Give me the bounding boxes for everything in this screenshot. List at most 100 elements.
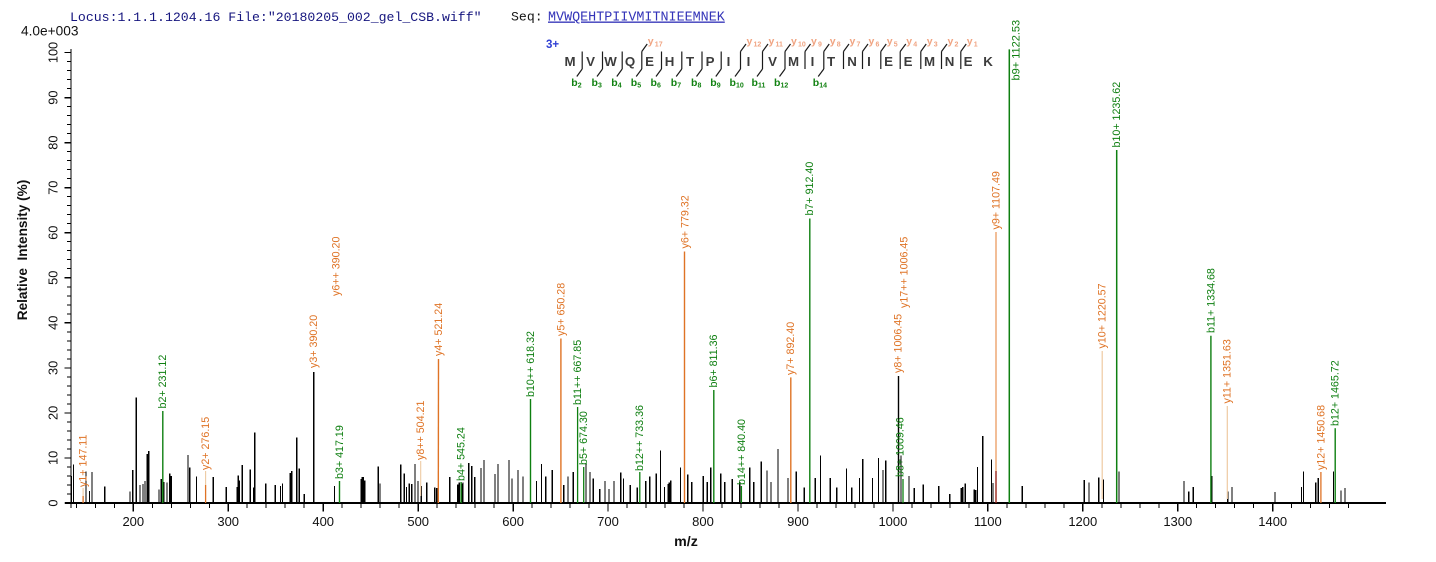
- svg-text:y: y: [648, 36, 654, 48]
- svg-text:I: I: [727, 54, 731, 69]
- svg-text:y9+ 1107.49: y9+ 1107.49: [990, 171, 1002, 229]
- svg-text:y8+ 1006.45: y8+ 1006.45: [893, 314, 905, 373]
- svg-text:8: 8: [698, 83, 702, 90]
- svg-text:y5+ 650.28: y5+ 650.28: [555, 283, 567, 336]
- svg-text:y: y: [948, 36, 954, 48]
- svg-text:60: 60: [46, 226, 61, 240]
- svg-text:P: P: [706, 54, 715, 69]
- svg-text:y: y: [967, 36, 973, 48]
- svg-text:E: E: [884, 54, 893, 69]
- svg-text:10: 10: [46, 451, 61, 465]
- svg-text:200: 200: [122, 514, 144, 529]
- svg-text:10: 10: [798, 42, 806, 49]
- svg-text:H: H: [665, 54, 675, 69]
- svg-text:b: b: [651, 77, 657, 89]
- svg-text:y: y: [906, 36, 912, 48]
- svg-text:7: 7: [857, 42, 861, 49]
- svg-text:9: 9: [717, 83, 721, 90]
- svg-text:1400: 1400: [1258, 514, 1287, 529]
- svg-text:y: y: [887, 36, 893, 48]
- svg-text:17: 17: [655, 42, 663, 49]
- svg-text:y2+ 276.15: y2+ 276.15: [200, 417, 212, 470]
- svg-text:1200: 1200: [1068, 514, 1097, 529]
- svg-text:1000: 1000: [878, 514, 907, 529]
- svg-text:b: b: [813, 77, 819, 89]
- svg-text:70: 70: [46, 181, 61, 195]
- svg-text:6: 6: [876, 42, 880, 49]
- svg-text:40: 40: [46, 316, 61, 330]
- svg-text:b5+ 674.30: b5+ 674.30: [578, 411, 590, 465]
- svg-text:y7+ 892.40: y7+ 892.40: [785, 322, 797, 375]
- svg-text:V: V: [768, 54, 777, 69]
- svg-text:b9+ 1122.53: b9+ 1122.53: [1011, 20, 1023, 81]
- svg-text:300: 300: [217, 514, 239, 529]
- svg-text:400: 400: [312, 514, 334, 529]
- svg-text:E: E: [964, 54, 973, 69]
- svg-text:y11+ 1351.63: y11+ 1351.63: [1222, 339, 1234, 403]
- svg-text:y17++ 1006.45: y17++ 1006.45: [899, 237, 911, 308]
- svg-text:b3+ 417.19: b3+ 417.19: [334, 425, 346, 479]
- svg-text:500: 500: [407, 514, 429, 529]
- svg-text:1100: 1100: [974, 514, 1002, 529]
- svg-text:M: M: [564, 54, 575, 69]
- svg-text:b: b: [710, 77, 716, 89]
- svg-text:50: 50: [46, 271, 61, 285]
- svg-text:12: 12: [754, 42, 762, 49]
- svg-text:2: 2: [578, 83, 582, 90]
- svg-text:I: I: [867, 54, 871, 69]
- svg-text:MVWQEHTPIIVMITNIEEMNEK: MVWQEHTPIIVMITNIEEMNEK: [548, 11, 726, 26]
- svg-text:V: V: [586, 54, 595, 69]
- svg-text:b: b: [592, 77, 598, 89]
- svg-text:y8++ 504.21: y8++ 504.21: [415, 401, 427, 460]
- svg-text:5: 5: [894, 42, 898, 49]
- svg-text:y: y: [769, 36, 775, 48]
- svg-text:b12+ 1465.72: b12+ 1465.72: [1330, 360, 1342, 426]
- svg-text:b10+ 1235.62: b10+ 1235.62: [1111, 82, 1123, 148]
- svg-text:b: b: [611, 77, 617, 89]
- svg-text:M: M: [788, 54, 799, 69]
- svg-text:b11++ 667.85: b11++ 667.85: [572, 340, 584, 405]
- svg-text:I: I: [811, 54, 815, 69]
- svg-text:20: 20: [46, 406, 61, 420]
- svg-text:b: b: [752, 77, 758, 89]
- svg-text:y12+ 1450.68: y12+ 1450.68: [1315, 405, 1327, 470]
- svg-text:800: 800: [692, 514, 714, 529]
- svg-text:y: y: [830, 36, 836, 48]
- svg-text:E: E: [645, 54, 654, 69]
- svg-text:y: y: [869, 36, 875, 48]
- svg-text:M: M: [924, 54, 935, 69]
- svg-text:90: 90: [46, 90, 61, 104]
- svg-text:b: b: [671, 77, 677, 89]
- svg-text:0: 0: [46, 499, 61, 506]
- svg-text:4.0e+003: 4.0e+003: [21, 24, 79, 39]
- svg-text:12: 12: [781, 83, 789, 90]
- svg-text:y: y: [811, 36, 817, 48]
- svg-text:600: 600: [502, 514, 524, 529]
- svg-text:W: W: [604, 54, 617, 69]
- svg-text:y: y: [747, 36, 753, 48]
- svg-text:T: T: [686, 54, 694, 69]
- svg-text:b: b: [691, 77, 697, 89]
- svg-text:4: 4: [913, 42, 917, 49]
- svg-text:N: N: [945, 54, 955, 69]
- svg-text:10: 10: [736, 83, 744, 90]
- svg-text:K: K: [983, 54, 993, 69]
- svg-text:6: 6: [657, 83, 661, 90]
- svg-text:b8+ 1009.46: b8+ 1009.46: [895, 417, 907, 477]
- svg-text:N: N: [847, 54, 857, 69]
- svg-text:b: b: [730, 77, 736, 89]
- svg-text:b12++ 733.36: b12++ 733.36: [634, 405, 646, 471]
- svg-text:y6++ 390.20: y6++ 390.20: [331, 237, 343, 296]
- svg-text:2: 2: [955, 42, 959, 49]
- svg-text:b11+ 1334.68: b11+ 1334.68: [1205, 268, 1217, 333]
- svg-text:5: 5: [637, 83, 641, 90]
- svg-text:y: y: [850, 36, 856, 48]
- svg-text:b14++ 840.40: b14++ 840.40: [736, 419, 748, 485]
- svg-text:y4+ 521.24: y4+ 521.24: [433, 303, 445, 356]
- svg-text:3+: 3+: [546, 39, 559, 51]
- svg-text:Seq:: Seq:: [511, 10, 543, 25]
- svg-text:b: b: [631, 77, 637, 89]
- svg-text:y3+ 390.20: y3+ 390.20: [308, 315, 320, 368]
- svg-text:11: 11: [776, 42, 784, 49]
- svg-text:b6+ 811.36: b6+ 811.36: [708, 334, 720, 387]
